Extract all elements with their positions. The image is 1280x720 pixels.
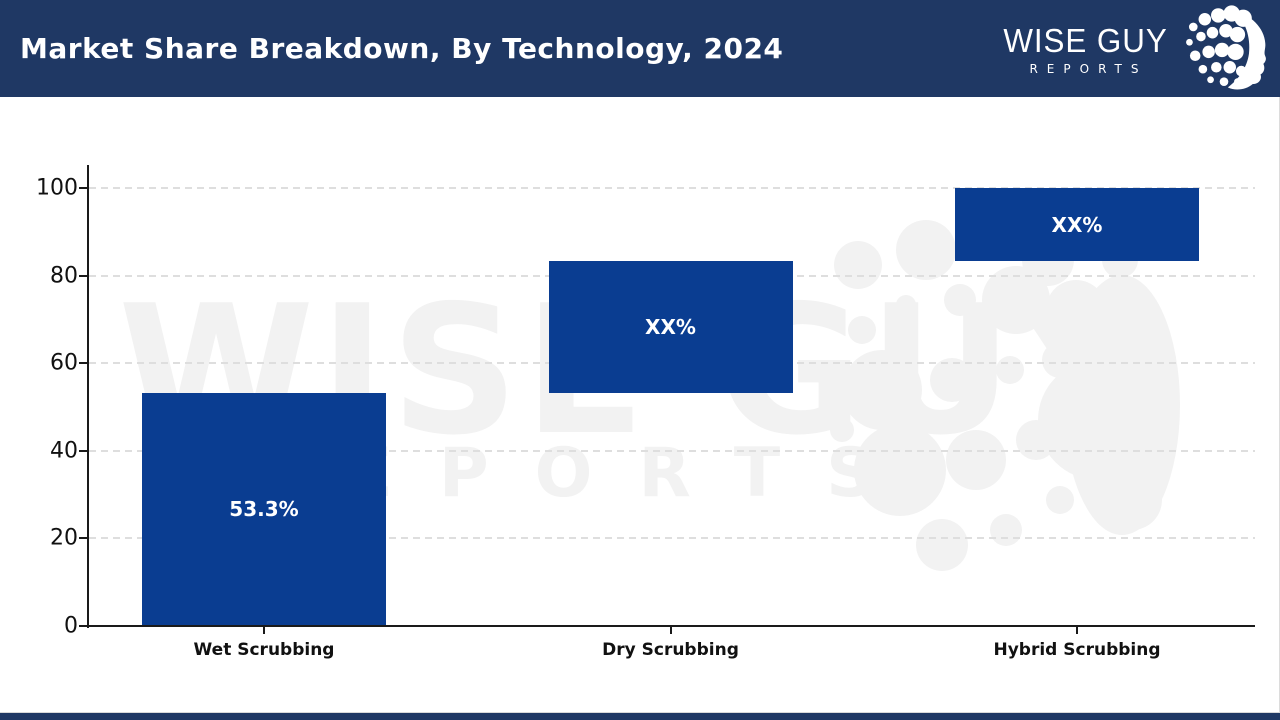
y-tick-label-0: 0 (64, 613, 78, 639)
bar-value-label: XX% (645, 314, 696, 339)
figure-bottom-border (0, 712, 1280, 713)
x-category-label-1: Dry Scrubbing (602, 640, 739, 660)
footer-bar (0, 713, 1280, 720)
x-category-label-0: Wet Scrubbing (193, 640, 335, 660)
y-tick-100 (79, 187, 87, 189)
gridline-40 (89, 449, 1255, 452)
y-tick-label-100: 100 (36, 175, 78, 201)
bar-value-label: XX% (1051, 212, 1103, 237)
header-bar: Market Share Breakdown, By Technology, 2… (0, 0, 1280, 97)
logo-subtitle: REPORTS (1029, 61, 1148, 76)
x-axis-line (87, 625, 1255, 627)
bar-wet-scrubbing: 53.3% (142, 392, 386, 626)
page-title: Market Share Breakdown, By Technology, 2… (20, 32, 784, 65)
y-tick-60 (79, 362, 87, 365)
y-tick-label-60: 60 (50, 350, 78, 376)
logo-wordmark: WISE GUY (1003, 21, 1168, 59)
bar-value-label: 53.3% (229, 497, 299, 522)
y-tick-label-80: 80 (50, 263, 78, 289)
y-tick-label-20: 20 (50, 525, 78, 551)
y-tick-label-40: 40 (50, 438, 78, 464)
gridline-20 (89, 537, 1255, 540)
y-axis-line (87, 165, 89, 628)
x-tick-2 (1076, 627, 1078, 634)
y-tick-0 (79, 625, 87, 627)
wiseguy-logo: WISE GUY REPORTS (1003, 0, 1272, 97)
y-tick-80 (79, 274, 87, 277)
x-category-label-2: Hybrid Scrubbing (993, 640, 1161, 660)
bar-dry-scrubbing: XX% (548, 261, 793, 393)
wiseguy-logo-text: WISE GUY REPORTS (999, 22, 1172, 76)
y-tick-20 (79, 537, 87, 540)
wiseguy-head-icon (1186, 4, 1266, 90)
x-tick-1 (669, 627, 672, 634)
bar-hybrid-scrubbing: XX% (955, 188, 1199, 262)
y-tick-40 (79, 449, 87, 452)
gridline-100 (89, 187, 1255, 189)
x-tick-0 (263, 627, 265, 634)
